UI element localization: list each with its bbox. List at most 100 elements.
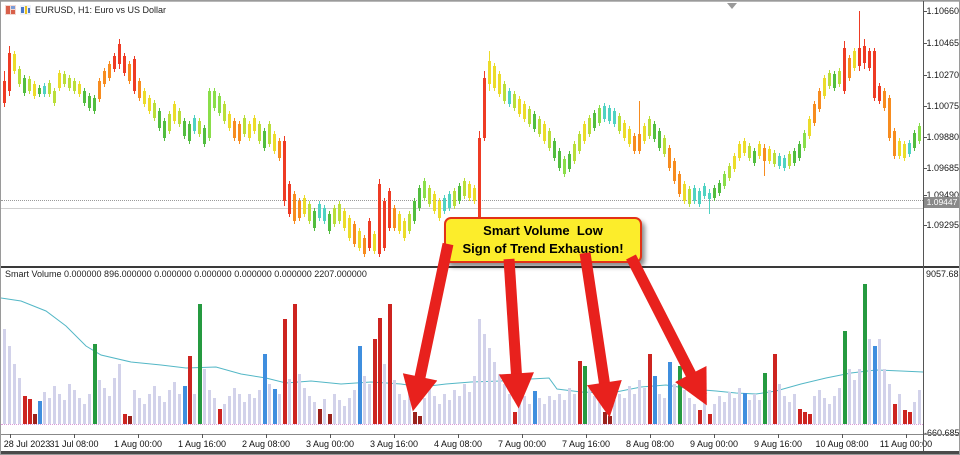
candle: [428, 188, 431, 204]
volume-bar: [668, 362, 672, 424]
candle: [353, 224, 356, 244]
volume-bar: [73, 390, 76, 424]
candle: [618, 116, 621, 131]
candle: [463, 181, 466, 196]
candle: [403, 221, 406, 238]
chart-shift-marker[interactable]: [727, 3, 737, 9]
candle: [498, 74, 501, 94]
time-axis-tick: [586, 434, 587, 438]
candle: [808, 119, 811, 136]
candle: [663, 138, 666, 154]
candle: [48, 83, 51, 94]
volume-bar: [488, 348, 491, 424]
candle: [168, 114, 171, 131]
candle: [153, 103, 156, 118]
candle: [53, 91, 56, 103]
candle: [163, 121, 166, 138]
volume-bar: [898, 394, 901, 424]
volume-bar: [208, 390, 211, 424]
candle: [398, 214, 401, 231]
price-chart-pane[interactable]: [1, 1, 923, 266]
volume-bar: [13, 364, 16, 424]
volume-bar: [763, 373, 767, 424]
candle: [718, 183, 721, 193]
volume-bar: [613, 400, 616, 424]
volume-bar: [78, 398, 81, 424]
volume-bar: [873, 346, 877, 424]
candle: [853, 51, 856, 68]
candle: [688, 189, 691, 204]
candle: [328, 214, 331, 231]
price-axis[interactable]: 1.10660 1.10465 1.10270 1.10075 1.09880 1.096…: [923, 1, 959, 434]
candle: [233, 121, 236, 138]
candle: [263, 131, 266, 148]
time-axis[interactable]: 28 Jul 2023 31 Jul 08:00 1 Aug 00:00 1 Aug …: [1, 434, 959, 451]
candle: [253, 118, 256, 131]
candle: [903, 144, 906, 158]
volume-bar: [18, 378, 21, 424]
candle: [178, 111, 181, 124]
volume-bar: [383, 364, 386, 424]
candle: [543, 124, 546, 141]
candle: [298, 201, 301, 218]
volume-bar: [283, 319, 287, 424]
candle: [383, 201, 386, 248]
pane-divider[interactable]: [1, 266, 959, 268]
chart-title-bar: EURUSD, H1: Euro vs US Dollar: [5, 4, 166, 16]
volume-bar: [853, 380, 856, 424]
smart-volume-pane[interactable]: [1, 267, 923, 434]
volume-bar: [438, 404, 441, 424]
candle: [653, 124, 656, 139]
candle: [533, 114, 536, 129]
volume-bar: [128, 416, 132, 424]
candle: [508, 91, 511, 104]
candle-wick: [859, 11, 860, 71]
candle: [823, 78, 826, 96]
volume-bar: [818, 390, 821, 424]
volume-bar: [753, 394, 756, 424]
volume-bar: [63, 400, 66, 424]
volume-bar: [248, 394, 251, 424]
volume-bar: [353, 390, 356, 424]
volume-bar: [723, 402, 726, 424]
chart-window-icon: [5, 5, 16, 15]
time-axis-label: 11 Aug 00:00: [879, 439, 933, 449]
volume-bar: [398, 394, 401, 424]
candle: [643, 126, 646, 141]
candle: [588, 118, 591, 134]
candle: [838, 71, 841, 84]
volume-bar: [168, 390, 171, 424]
time-axis-tick: [394, 434, 395, 438]
time-axis-tick: [330, 434, 331, 438]
volume-bar: [913, 402, 916, 424]
price-axis-tick: [923, 43, 927, 44]
volume-zero-line: [1, 424, 923, 425]
volume-bar: [423, 398, 426, 424]
volume-bar: [883, 369, 886, 424]
volume-bar: [503, 384, 506, 424]
volume-bar: [678, 366, 682, 424]
time-axis-label: 3 Aug 16:00: [369, 439, 419, 449]
volume-bar: [458, 396, 461, 424]
volume-bar: [848, 369, 851, 424]
volume-bar: [143, 404, 146, 424]
volume-bar: [783, 396, 786, 424]
candle: [648, 119, 651, 136]
volume-bar: [828, 404, 831, 424]
volume-bar: [428, 388, 431, 424]
volume-bar: [393, 380, 396, 424]
candle: [713, 188, 716, 198]
volume-bar: [508, 394, 511, 424]
candle: [868, 51, 871, 68]
candle: [148, 98, 151, 111]
volume-bar: [418, 416, 422, 424]
volume-bar: [88, 394, 91, 424]
volume-bar: [58, 394, 61, 424]
candle: [218, 96, 221, 113]
volume-bar: [728, 392, 731, 424]
price-axis-tick: [923, 168, 927, 169]
candle: [883, 91, 886, 108]
candle: [138, 81, 141, 98]
candle: [798, 144, 801, 158]
volume-bar: [813, 396, 816, 424]
